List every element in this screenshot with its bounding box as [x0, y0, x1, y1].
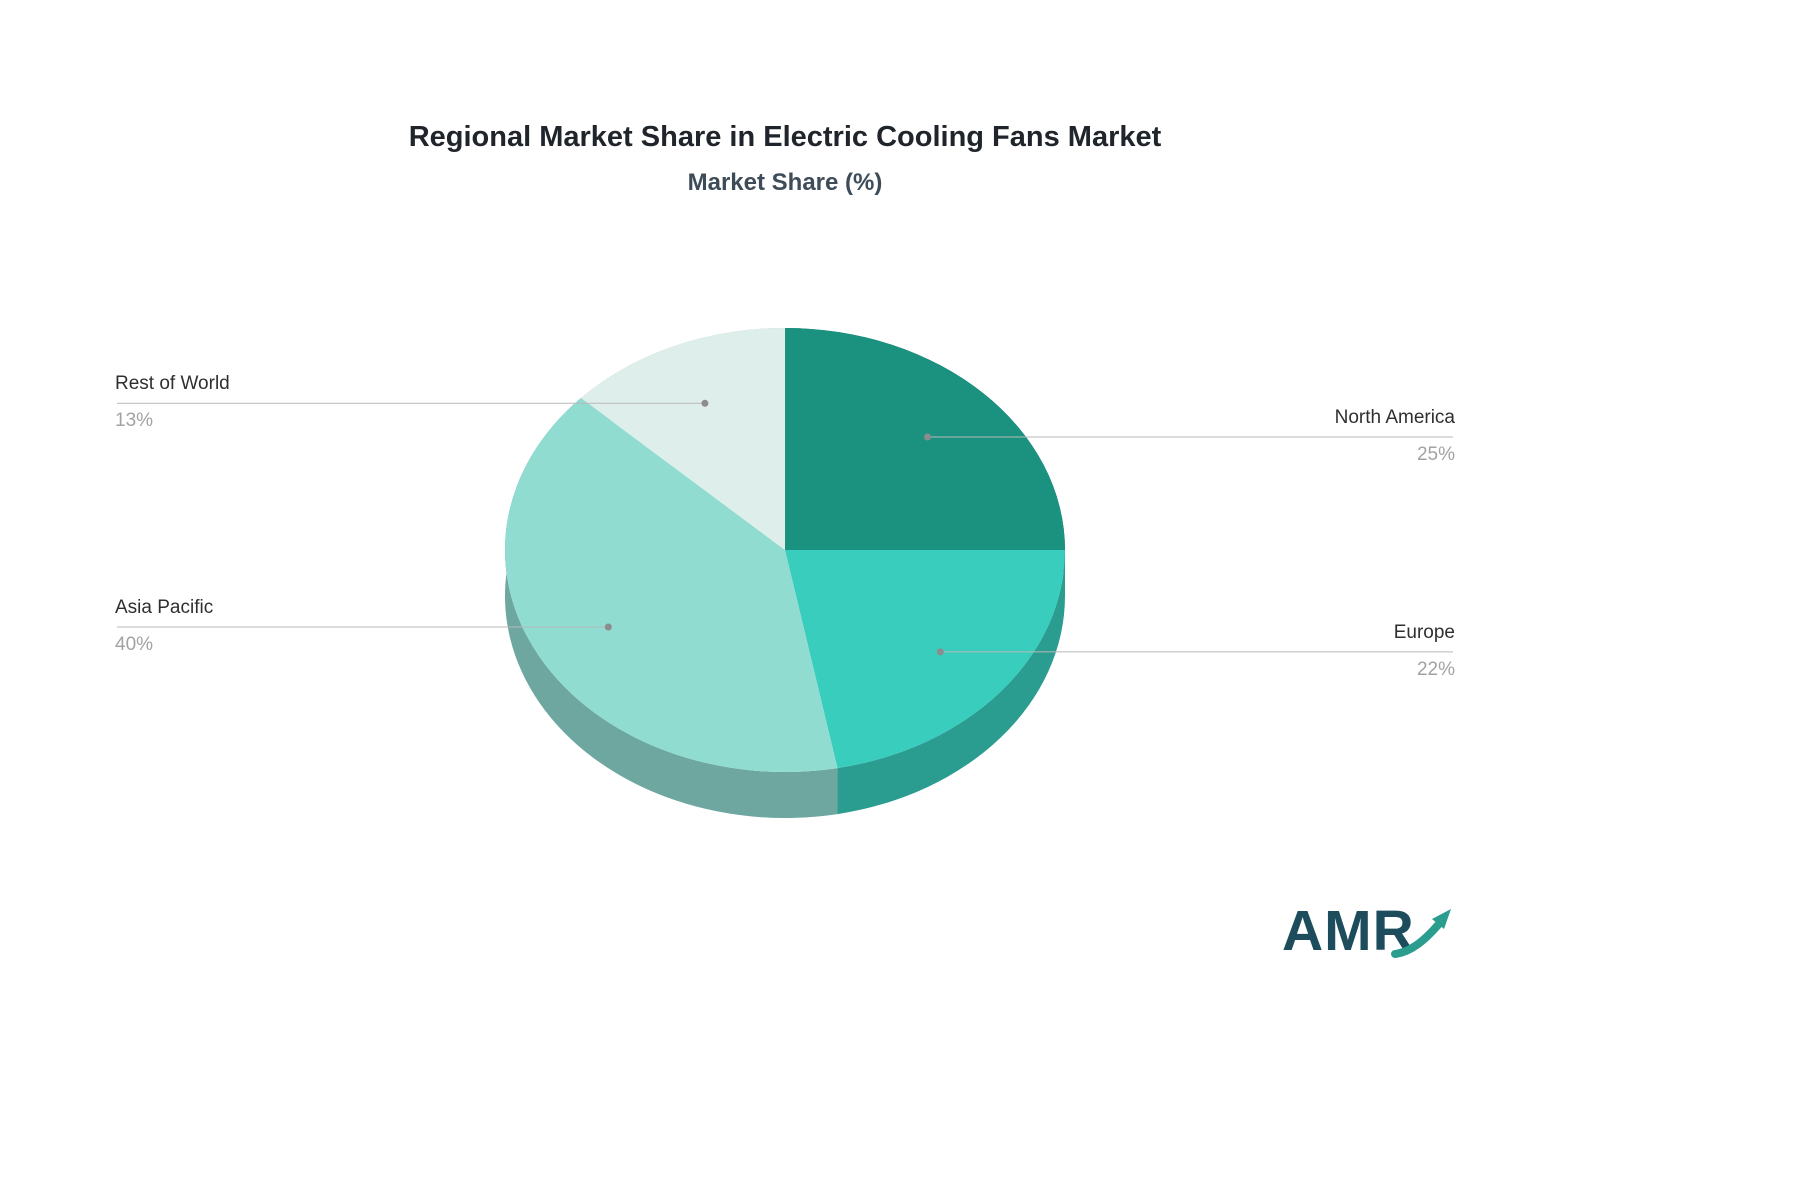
slice-label-value: 40% [115, 634, 154, 655]
slice-label-value: 13% [115, 410, 154, 432]
callout-dot-europe [936, 648, 944, 656]
chart-header: Regional Market Share in Electric Coolin… [0, 0, 1570, 197]
amr-logo-arrow-icon [1390, 909, 1451, 958]
slice-label-name: Europe [1393, 621, 1455, 643]
slice-label-asia-pacific: Asia Pacific 40% [115, 596, 475, 657]
callout-dot-asia-pacific [604, 623, 612, 631]
slice-label-europe: Europe 22% [1095, 621, 1455, 682]
slice-label-name: Rest of World [115, 373, 230, 395]
pie-slice-rest-of-world [580, 328, 785, 550]
amr-logo: AMR [1282, 898, 1455, 964]
slice-label-name: North America [1334, 406, 1455, 428]
slice-label-rest-of-world: Rest of World 13% [115, 372, 475, 433]
slice-label-value: 22% [1416, 658, 1455, 680]
slice-label-north-america: North America 25% [1095, 406, 1455, 467]
pie-slice-asia-pacific [505, 398, 838, 772]
slice-label-value: 25% [1416, 443, 1455, 465]
slice-label-name: Asia Pacific [115, 597, 214, 618]
pie-slice-side-europe [837, 550, 1065, 815]
pie-slice-side-asia-pacific [504, 398, 838, 819]
callout-dot-north-america [924, 433, 932, 441]
callout-dot-rest-of-world [701, 399, 709, 407]
chart-subtitle: Market Share (%) [687, 169, 883, 196]
pie-slice-europe [785, 550, 1065, 769]
chart-title: Regional Market Share in Electric Coolin… [408, 121, 1162, 153]
